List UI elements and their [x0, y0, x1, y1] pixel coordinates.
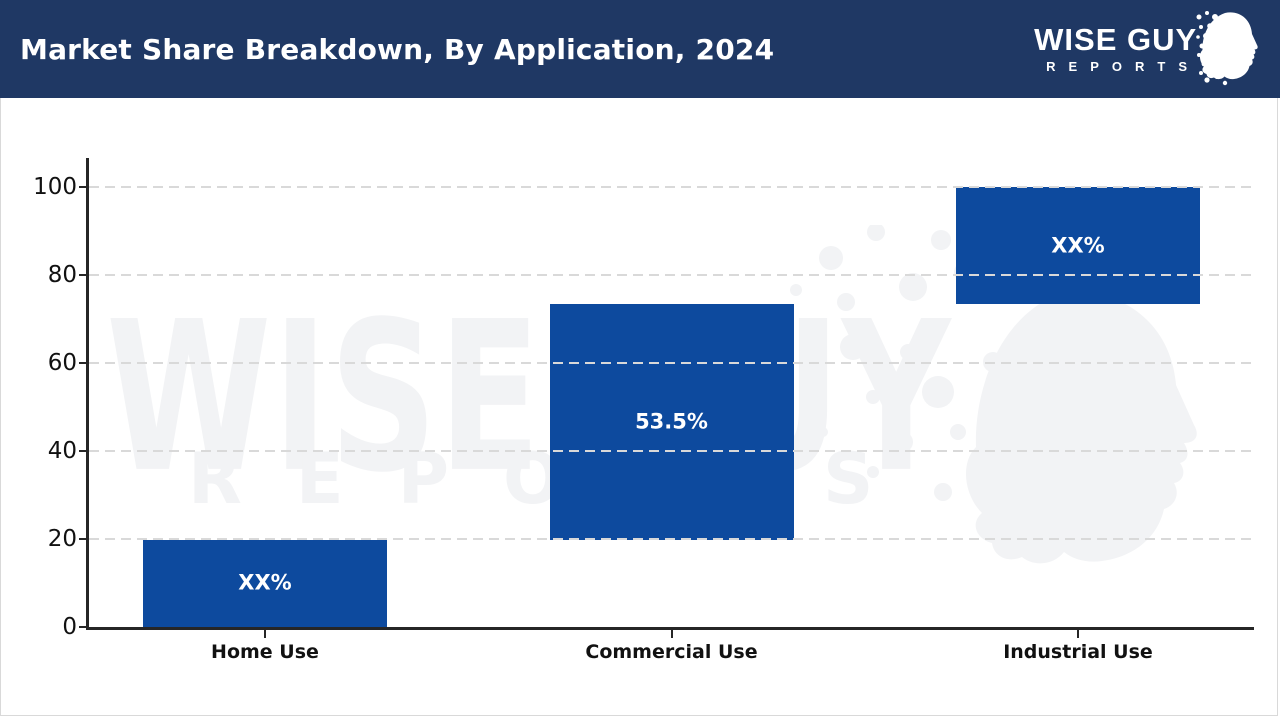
x-category-label-industrial-use: Industrial Use — [1003, 641, 1153, 663]
logo-text: WISE GUY REPORTS — [1034, 24, 1200, 74]
y-axis-line — [86, 158, 89, 630]
chart-area: WISE GUY REPORTS XX%53.5%XX%020406080100… — [0, 98, 1278, 716]
y-tick-80 — [79, 274, 87, 276]
bar-value-label-home-use: XX% — [238, 570, 292, 595]
x-category-label-home-use: Home Use — [211, 641, 319, 663]
logo-head-icon — [1196, 11, 1258, 86]
logo-subtitle: REPORTS — [1046, 58, 1200, 74]
page-title: Market Share Breakdown, By Application, … — [20, 32, 775, 66]
x-axis-line — [86, 627, 1254, 630]
y-tick-label-80: 80 — [47, 262, 77, 288]
y-tick-20 — [79, 538, 87, 540]
bar-home-use — [143, 539, 387, 627]
y-tick-label-100: 100 — [33, 174, 77, 200]
gridline-100 — [89, 186, 1257, 188]
header: Market Share Breakdown, By Application, … — [0, 0, 1280, 98]
x-tick-commercial-use — [670, 630, 673, 638]
logo-wordmark: WISE GUY — [1034, 22, 1198, 58]
x-tick-industrial-use — [1077, 630, 1079, 638]
watermark-wordmark: WISE GUY — [106, 278, 952, 519]
gridline-40 — [89, 450, 1257, 452]
y-tick-0 — [79, 626, 87, 628]
y-tick-100 — [79, 186, 87, 188]
bar-value-label-industrial-use: XX% — [1051, 233, 1105, 258]
y-tick-label-40: 40 — [47, 438, 77, 464]
gridline-20 — [89, 538, 1257, 540]
bar-commercial-use — [549, 304, 794, 540]
wise-guy-logo: WISE GUY REPORTS — [1034, 7, 1266, 91]
gridline-60 — [89, 362, 1257, 364]
y-tick-60 — [79, 362, 87, 364]
x-tick-home-use — [264, 630, 266, 638]
bar-value-label-commercial-use: 53.5% — [635, 409, 708, 434]
y-tick-label-60: 60 — [47, 350, 77, 376]
x-category-label-commercial-use: Commercial Use — [585, 641, 758, 663]
gridline-80 — [89, 274, 1257, 276]
y-tick-label-20: 20 — [47, 526, 77, 552]
y-tick-label-0: 0 — [62, 614, 77, 640]
y-tick-40 — [79, 450, 87, 452]
